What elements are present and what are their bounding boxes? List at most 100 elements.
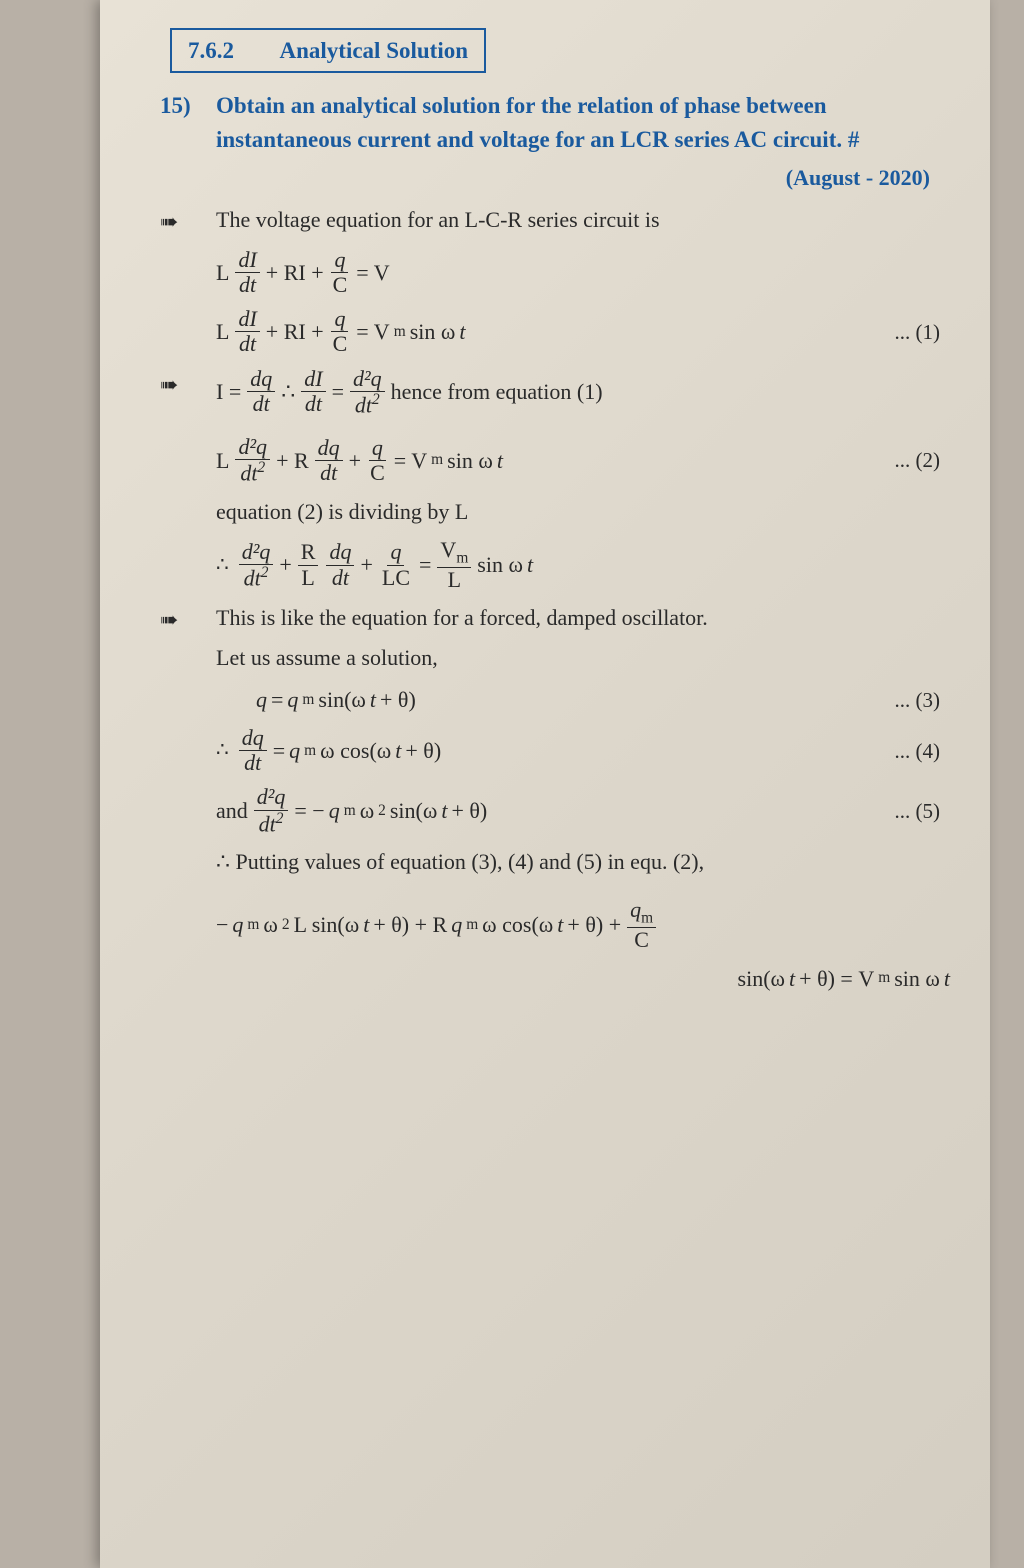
equation: I = dqdt ∴ dIdt = d²qdt2 hence from equa… xyxy=(216,367,950,418)
eq-text: = xyxy=(332,376,344,408)
eq-text: q xyxy=(329,795,340,827)
frac-den: dt xyxy=(317,461,340,485)
subscript: m xyxy=(302,689,314,711)
frac-den: dt2 xyxy=(256,811,287,837)
eq-text: t xyxy=(527,549,533,581)
answer-line: ➠ The voltage equation for an L-C-R seri… xyxy=(160,204,950,238)
frac-num: dq xyxy=(239,726,267,751)
eq-text: t xyxy=(395,735,401,767)
frac-num: q xyxy=(387,540,404,565)
bullet-arrow-icon: ➠ xyxy=(160,602,216,636)
frac-num: q xyxy=(331,307,348,332)
question-number: 15) xyxy=(160,89,216,122)
eq-text: = xyxy=(419,549,431,581)
eq-text: q xyxy=(287,684,298,716)
exam-date: (August - 2020) xyxy=(160,162,950,194)
eq-text: sin ω xyxy=(410,316,456,348)
eq-text: sin ω xyxy=(477,549,523,581)
equation: ∴ dqdt = qm ω cos(ωt + θ) ... (4) xyxy=(216,726,950,775)
frac-num: dI xyxy=(301,367,325,392)
frac-num: Vm xyxy=(437,538,471,568)
therefore-symbol: ∴ xyxy=(216,551,229,580)
eq-text: q xyxy=(232,909,243,941)
therefore-symbol: ∴ xyxy=(216,736,229,765)
eq-text: I = xyxy=(216,376,241,408)
frac-num: dq xyxy=(315,436,343,461)
equation-label: ... (2) xyxy=(895,445,951,475)
equation-label: ... (4) xyxy=(895,736,951,766)
eq-text: + RI + xyxy=(266,316,324,348)
eq-text: = V xyxy=(356,257,389,289)
eq-text: + θ) + R xyxy=(373,909,447,941)
eq-text: + xyxy=(279,549,291,581)
equation-label: ... (3) xyxy=(895,685,951,715)
eq-text: = − xyxy=(294,795,324,827)
frac-den: dt xyxy=(236,332,259,356)
subscript: m xyxy=(431,449,443,471)
eq-text: + θ) = V xyxy=(799,963,874,995)
section-heading-box: 7.6.2 Analytical Solution xyxy=(170,28,486,73)
eq-text: sin ω xyxy=(894,963,940,995)
frac-den: dt2 xyxy=(237,460,268,486)
eq-text: + θ) + xyxy=(567,909,621,941)
eq-text: = xyxy=(271,684,283,716)
frac-den: L xyxy=(445,568,464,592)
eq-text: and xyxy=(216,795,248,827)
frac-num: d²q xyxy=(254,785,289,810)
frac-den: C xyxy=(330,273,351,297)
question-row: 15) Obtain an analytical solution for th… xyxy=(160,89,950,156)
eq-text: + θ) xyxy=(451,795,487,827)
eq-text: = xyxy=(273,735,285,767)
eq-text: t xyxy=(441,795,447,827)
answer-line: ➠ This is like the equation for a forced… xyxy=(160,602,950,636)
eq-text: ∴ xyxy=(281,376,295,408)
frac-num: dI xyxy=(235,248,259,273)
eq-text: L xyxy=(216,445,229,477)
frac-num: q xyxy=(331,248,348,273)
frac-num: q xyxy=(369,436,386,461)
eq-text: t xyxy=(363,909,369,941)
eq-text: = V xyxy=(356,316,389,348)
body-text: The voltage equation for an L-C-R series… xyxy=(216,204,950,236)
eq-text: sin(ω xyxy=(318,684,365,716)
frac-num: d²q xyxy=(350,367,385,392)
frac-den: dt xyxy=(236,273,259,297)
eq-text: + RI + xyxy=(266,257,324,289)
eq-text: t xyxy=(789,963,795,995)
frac-den: dt xyxy=(302,392,325,416)
eq-text: L sin(ω xyxy=(294,909,360,941)
eq-text: t xyxy=(370,684,376,716)
equation: ∴ d²qdt2 + RL dqdt + qLC = VmL sin ωt xyxy=(216,538,950,593)
frac-den: dt xyxy=(329,566,352,590)
body-text: This is like the equation for a forced, … xyxy=(216,602,950,634)
eq-text: L xyxy=(216,316,229,348)
eq-text: ω cos(ω xyxy=(482,909,553,941)
eq-text: t xyxy=(557,909,563,941)
bullet-arrow-icon: ➠ xyxy=(160,204,216,238)
body-text: Let us assume a solution, xyxy=(216,642,950,674)
frac-den: dt xyxy=(241,751,264,775)
frac-num: qm xyxy=(627,898,656,928)
eq-text: hence from equation (1) xyxy=(391,376,603,408)
eq-text: + θ) xyxy=(405,735,441,767)
frac-den: C xyxy=(631,928,652,952)
frac-den: dt xyxy=(250,392,273,416)
frac-den: L xyxy=(298,566,317,590)
frac-den: C xyxy=(330,332,351,356)
equation: sin(ωt + θ) = Vm sin ωt xyxy=(216,963,950,995)
section-title: Analytical Solution xyxy=(280,38,469,63)
equation: L d²qdt2 + R dqdt + qC = Vm sin ωt ... (… xyxy=(216,435,950,486)
subscript: m xyxy=(247,914,259,936)
eq-text: sin(ω xyxy=(738,963,785,995)
frac-num: dq xyxy=(326,540,354,565)
equation: − qm ω2 L sin(ωt + θ) + R qm ω cos(ωt + … xyxy=(216,898,950,953)
superscript: 2 xyxy=(282,914,290,936)
frac-num: R xyxy=(298,540,319,565)
eq-text: + θ) xyxy=(380,684,416,716)
frac-num: d²q xyxy=(235,435,270,460)
subscript: m xyxy=(304,740,316,762)
eq-text: − xyxy=(216,909,228,941)
frac-den: C xyxy=(367,461,388,485)
equation: q = qm sin(ωt + θ) ... (3) xyxy=(256,684,950,716)
eq-text: + R xyxy=(276,445,309,477)
